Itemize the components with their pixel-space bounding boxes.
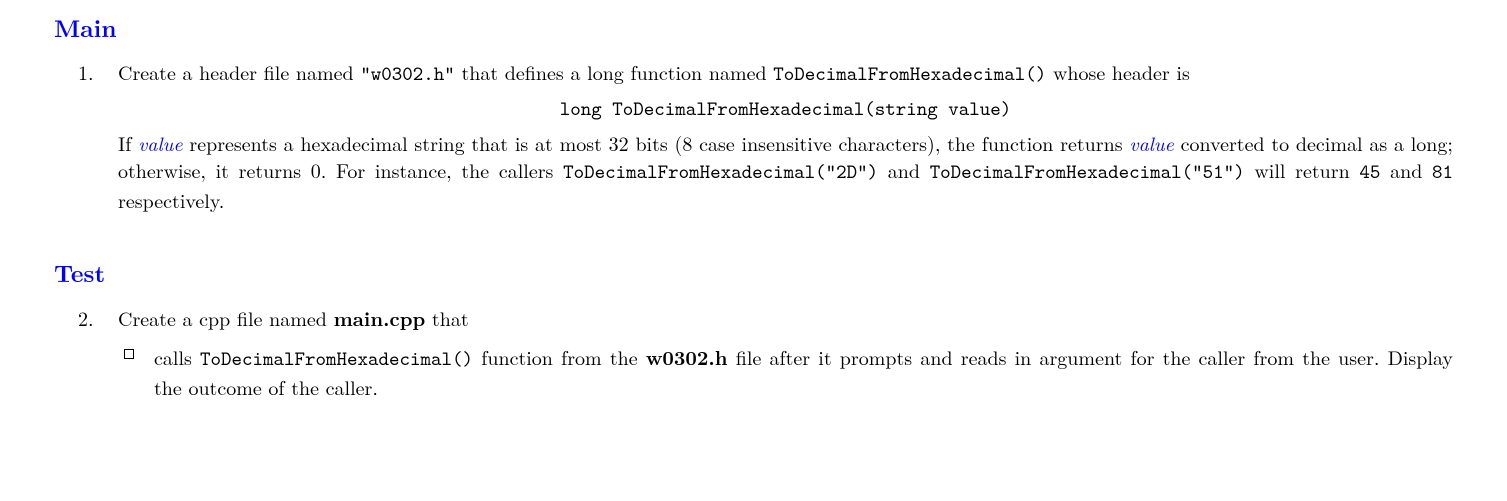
text: respectively. (118, 185, 224, 214)
item-1-paragraph-2: If value represents a hexadecimal string… (118, 129, 1453, 213)
result-code: 81 (1432, 159, 1453, 185)
text: represents a hexadecimal string that is … (183, 128, 1130, 157)
text: that (425, 303, 468, 332)
filename-code: "w0302.h" (360, 61, 455, 87)
section-heading-main: Main (54, 12, 1453, 44)
checkbox-icon (124, 349, 134, 359)
function-name-code: ToDecimalFromHexadecimal() (773, 61, 1046, 87)
list-item-1: 1. Create a header file named "w0302.h" … (54, 58, 1453, 213)
list-item-2: 2. Create a cpp file named main.cpp that… (54, 304, 1453, 400)
function-signature: long ToDecimalFromHexadecimal(string val… (118, 96, 1453, 123)
filename-bold: w0302.h (646, 342, 728, 371)
text: and (878, 155, 930, 184)
item-number: 1. (78, 58, 94, 85)
text: function from the (473, 342, 646, 371)
text: that defines a long function named (455, 57, 773, 86)
item-1-paragraph-1: Create a header file named "w0302.h" tha… (118, 58, 1453, 88)
section-heading-test: Test (54, 257, 1453, 289)
text: will return (1245, 155, 1360, 184)
call-code: ToDecimalFromHexadecimal("2D") (563, 159, 878, 185)
checkbox-list: calls ToDecimalFromHexadecimal() functio… (118, 343, 1453, 400)
text: Create a header file named (118, 57, 360, 86)
item-2-paragraph-1: Create a cpp file named main.cpp that (118, 304, 1453, 331)
text: Create a cpp file named (118, 303, 334, 332)
call-code: ToDecimalFromHexadecimal("51") (930, 159, 1245, 185)
ordered-list: 2. Create a cpp file named main.cpp that… (54, 304, 1453, 400)
text: calls (154, 342, 200, 371)
value-emphasis: value (138, 128, 182, 157)
value-emphasis: value (1129, 128, 1173, 157)
text: whose header is (1046, 57, 1190, 86)
checkbox-item: calls ToDecimalFromHexadecimal() functio… (118, 343, 1453, 400)
ordered-list: 1. Create a header file named "w0302.h" … (54, 58, 1453, 213)
item-number: 2. (78, 304, 94, 331)
result-code: 45 (1359, 159, 1380, 185)
text: and (1380, 155, 1432, 184)
filename-bold: main.cpp (334, 303, 426, 332)
function-name-code: ToDecimalFromHexadecimal() (200, 346, 473, 372)
text: If (118, 128, 138, 157)
